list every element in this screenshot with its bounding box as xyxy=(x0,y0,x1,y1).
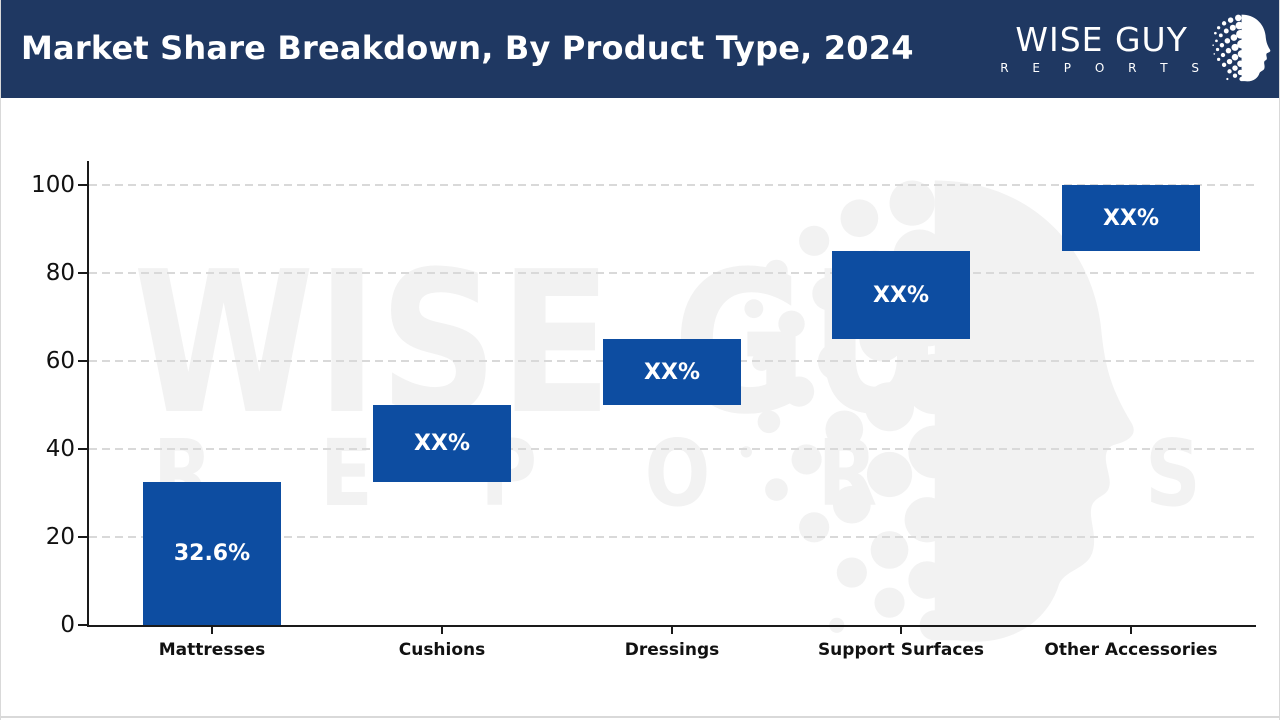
bottom-border-line xyxy=(1,716,1279,718)
bar-mattresses: 32.6% xyxy=(143,481,281,625)
gridline-40 xyxy=(89,448,1256,450)
bar-value-label-other-accessories: XX% xyxy=(1103,205,1159,231)
bar-value-label-mattresses: 32.6% xyxy=(173,540,251,566)
x-axis-label-other-accessories: Other Accessories xyxy=(1044,640,1218,660)
bar-value-label-cushions: XX% xyxy=(414,430,470,456)
gridline-20 xyxy=(89,536,1256,538)
gridline-80 xyxy=(89,272,1256,274)
logo-wordmark: WISE GUY xyxy=(1015,20,1188,59)
logo-subtext: R E P O R T S xyxy=(1000,61,1209,75)
x-axis-label-cushions: Cushions xyxy=(398,640,486,660)
bar-other-accessories: XX% xyxy=(1062,185,1200,251)
y-tick-label-100: 100 xyxy=(31,172,75,198)
chart-title: Market Share Breakdown, By Product Type,… xyxy=(21,29,914,68)
x-axis-label-dressings: Dressings xyxy=(624,640,720,660)
x-axis-tick-mattresses xyxy=(211,625,213,634)
x-axis-label-support-surfaces: Support Surfaces xyxy=(817,640,985,660)
bar-value-label-support-surfaces: XX% xyxy=(873,282,929,308)
y-tick-label-80: 80 xyxy=(45,260,75,286)
x-axis-label-mattresses: Mattresses xyxy=(158,640,266,660)
wise-guy-reports-logo: WISE GUY R E P O R T S xyxy=(994,11,1271,87)
y-axis-tick-100 xyxy=(78,184,87,186)
y-axis-tick-60 xyxy=(78,360,87,362)
y-axis-tick-20 xyxy=(78,536,87,538)
gridline-100 xyxy=(89,184,1256,186)
header-bar: Market Share Breakdown, By Product Type,… xyxy=(1,0,1279,98)
y-axis-tick-80 xyxy=(78,272,87,274)
y-axis-tick-40 xyxy=(78,448,87,450)
bar-cushions: XX% xyxy=(373,405,511,482)
y-tick-label-0: 0 xyxy=(60,612,75,638)
bar-dressings: XX% xyxy=(603,339,741,405)
x-axis-tick-cushions xyxy=(441,625,443,634)
x-axis-tick-other-accessories xyxy=(1130,625,1132,634)
y-axis-line xyxy=(87,161,89,627)
y-tick-label-60: 60 xyxy=(45,348,75,374)
dotted-face-icon xyxy=(1211,11,1271,87)
bar-value-label-dressings: XX% xyxy=(644,359,700,385)
bar-support-surfaces: XX% xyxy=(832,251,970,339)
x-axis-tick-support-surfaces xyxy=(900,625,902,634)
y-tick-label-40: 40 xyxy=(45,436,75,462)
waterfall-chart: WISE GUY R E P O R T S 0 20 40 60 80 100 32.6%… xyxy=(1,98,1279,720)
x-axis-tick-dressings xyxy=(671,625,673,634)
y-axis-tick-0 xyxy=(78,624,87,626)
logo-text: WISE GUY R E P O R T S xyxy=(994,23,1209,75)
y-tick-label-20: 20 xyxy=(45,524,75,550)
